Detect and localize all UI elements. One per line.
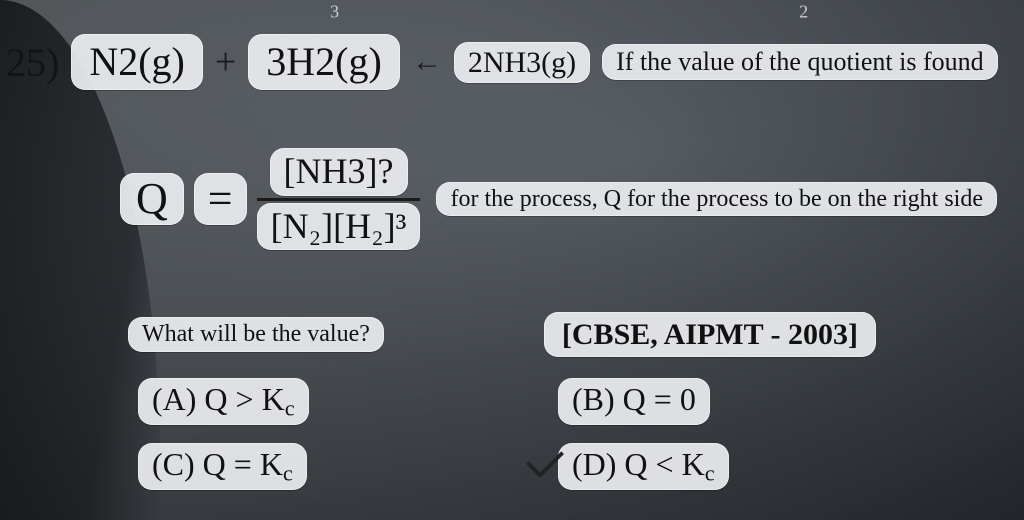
- option-d-text: Q < K: [624, 446, 704, 482]
- option-c-text: Q = K: [203, 446, 283, 482]
- frag-left: 3: [330, 0, 339, 23]
- frag-right: 2: [799, 0, 808, 23]
- option-a[interactable]: (A) Q > Kc: [138, 378, 558, 425]
- page: 3 2 25) N2(g) + 3H2(g) ← 2NH3(g) If the …: [0, 0, 1024, 520]
- q-symbol: Q: [120, 173, 184, 225]
- fraction-denominator: [N₂][H₂]³: [257, 203, 421, 251]
- option-a-chip: (A) Q > Kc: [138, 378, 309, 425]
- prompt-row: What will be the value? [CBSE, AIPMT - 2…: [128, 312, 876, 357]
- arrow-left: ←: [412, 45, 442, 79]
- top-fragments: 3 2: [330, 0, 808, 23]
- option-b-chip: (B) Q = 0: [558, 378, 710, 425]
- quotient-row: Q = [NH3]? [N₂][H₂]³ for the process, Q …: [120, 148, 997, 250]
- option-a-sub: c: [285, 396, 295, 421]
- prompt-text: What will be the value?: [128, 317, 384, 351]
- plus-sign: +: [215, 40, 236, 84]
- option-c[interactable]: (C) Q = Kc: [138, 443, 558, 490]
- option-a-label: (A): [152, 381, 196, 417]
- fraction-bar: [257, 198, 421, 201]
- quotient-note: for the process, Q for the process to be…: [436, 182, 997, 216]
- option-d[interactable]: (D) Q < Kc: [558, 443, 978, 490]
- option-b-label: (B): [572, 381, 615, 417]
- option-c-chip: (C) Q = Kc: [138, 443, 307, 490]
- equals-sign: =: [194, 173, 247, 225]
- reactant-h2: 3H2(g): [248, 34, 400, 90]
- fraction-numerator: [NH3]?: [270, 148, 408, 196]
- source-tag: [CBSE, AIPMT - 2003]: [544, 312, 876, 357]
- option-d-sub: c: [705, 461, 715, 486]
- option-a-text: Q > K: [204, 381, 284, 417]
- reactant-n2: N2(g): [71, 34, 203, 90]
- tail-text: If the value of the quotient is found: [602, 44, 998, 81]
- options-grid: (A) Q > Kc (B) Q = 0 (C) Q = Kc (D) Q < …: [138, 378, 978, 490]
- option-d-chip: (D) Q < Kc: [558, 443, 729, 490]
- question-number: 25): [6, 39, 59, 86]
- option-c-label: (C): [152, 446, 195, 482]
- option-d-label: (D): [572, 446, 616, 482]
- equation-row: 25) N2(g) + 3H2(g) ← 2NH3(g) If the valu…: [6, 34, 998, 90]
- option-c-sub: c: [283, 461, 293, 486]
- product-nh3: 2NH3(g): [454, 42, 590, 83]
- option-b-text: Q = 0: [623, 381, 696, 417]
- fraction: [NH3]? [N₂][H₂]³: [257, 148, 421, 250]
- option-b[interactable]: (B) Q = 0: [558, 378, 978, 425]
